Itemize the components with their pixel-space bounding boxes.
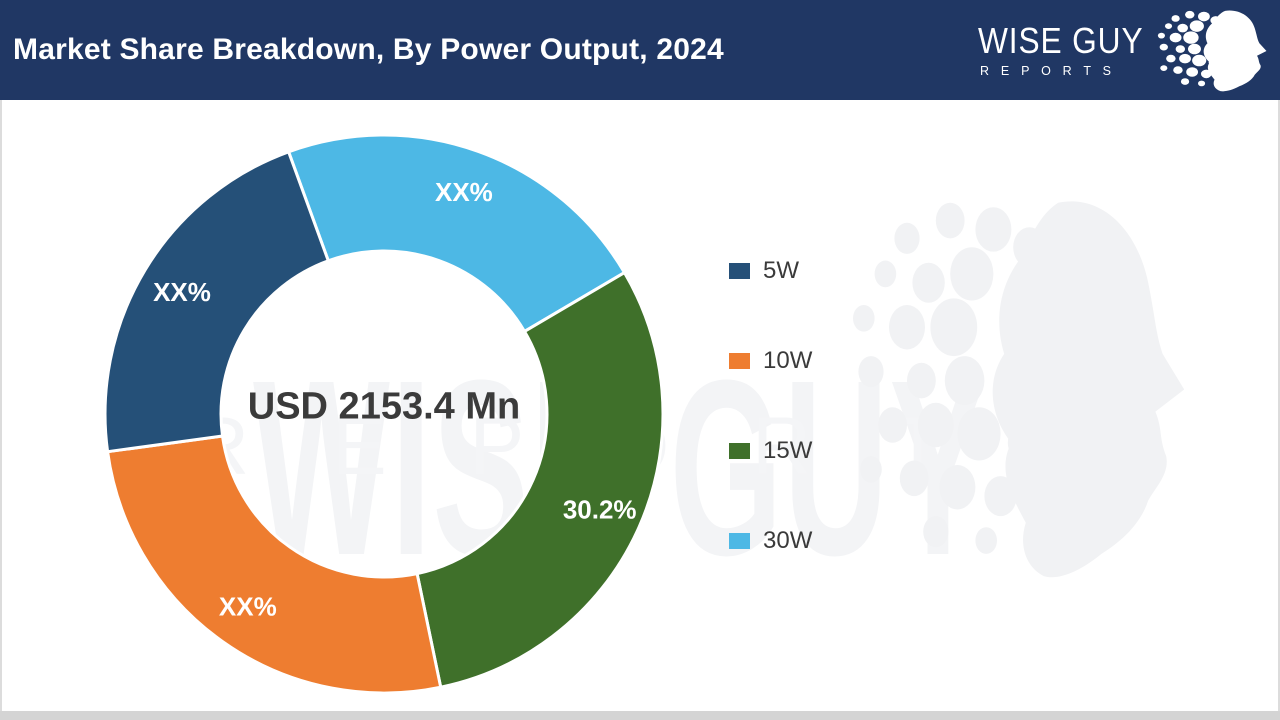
logo-head-icon — [1157, 10, 1267, 92]
logo: WISE GUY R E P O R T S — [978, 7, 1270, 93]
legend: 5W 10W 15W 30W — [729, 255, 812, 615]
donut-slice-30w — [287, 133, 626, 333]
left-border — [0, 100, 2, 711]
legend-swatch-5w — [729, 262, 750, 279]
watermark-head-icon — [853, 201, 1185, 578]
legend-label-30w: 30W — [763, 527, 813, 554]
legend-item-5w: 5W — [729, 255, 812, 286]
legend-label-5w: 5W — [763, 257, 799, 284]
logo-wordmark: WISE GUY — [977, 19, 1144, 61]
legend-label-10w: 10W — [763, 347, 813, 374]
slice-label-10w: XX% — [219, 592, 277, 622]
slice-label-15w: 30.2% — [563, 495, 637, 525]
logo-subtext: R E P O R T S — [979, 63, 1116, 78]
header-bar: Market Share Breakdown, By Power Output,… — [0, 0, 1280, 100]
slice-label-30w: XX% — [435, 177, 493, 207]
legend-item-10w: 10W — [729, 345, 812, 376]
legend-label-15w: 15W — [763, 437, 813, 464]
footer-bar — [0, 711, 1280, 720]
legend-item-15w: 15W — [729, 435, 812, 466]
donut-slice-5w — [103, 150, 330, 454]
legend-swatch-15w — [729, 442, 750, 459]
chart-title: Market Share Breakdown, By Power Output,… — [13, 33, 724, 66]
donut-center-label: USD 2153.4 Mn — [247, 385, 521, 428]
donut-chart: XX% 30.2% XX% XX% — [103, 133, 665, 695]
logo-text: WISE GUY R E P O R T S — [977, 19, 1166, 78]
legend-swatch-30w — [729, 532, 750, 549]
donut-slice-15w — [415, 271, 665, 689]
donut-slice-10w — [106, 434, 443, 695]
slice-label-5w: XX% — [153, 277, 211, 307]
legend-item-30w: 30W — [729, 525, 812, 556]
legend-swatch-10w — [729, 352, 750, 369]
right-border — [1278, 100, 1280, 711]
